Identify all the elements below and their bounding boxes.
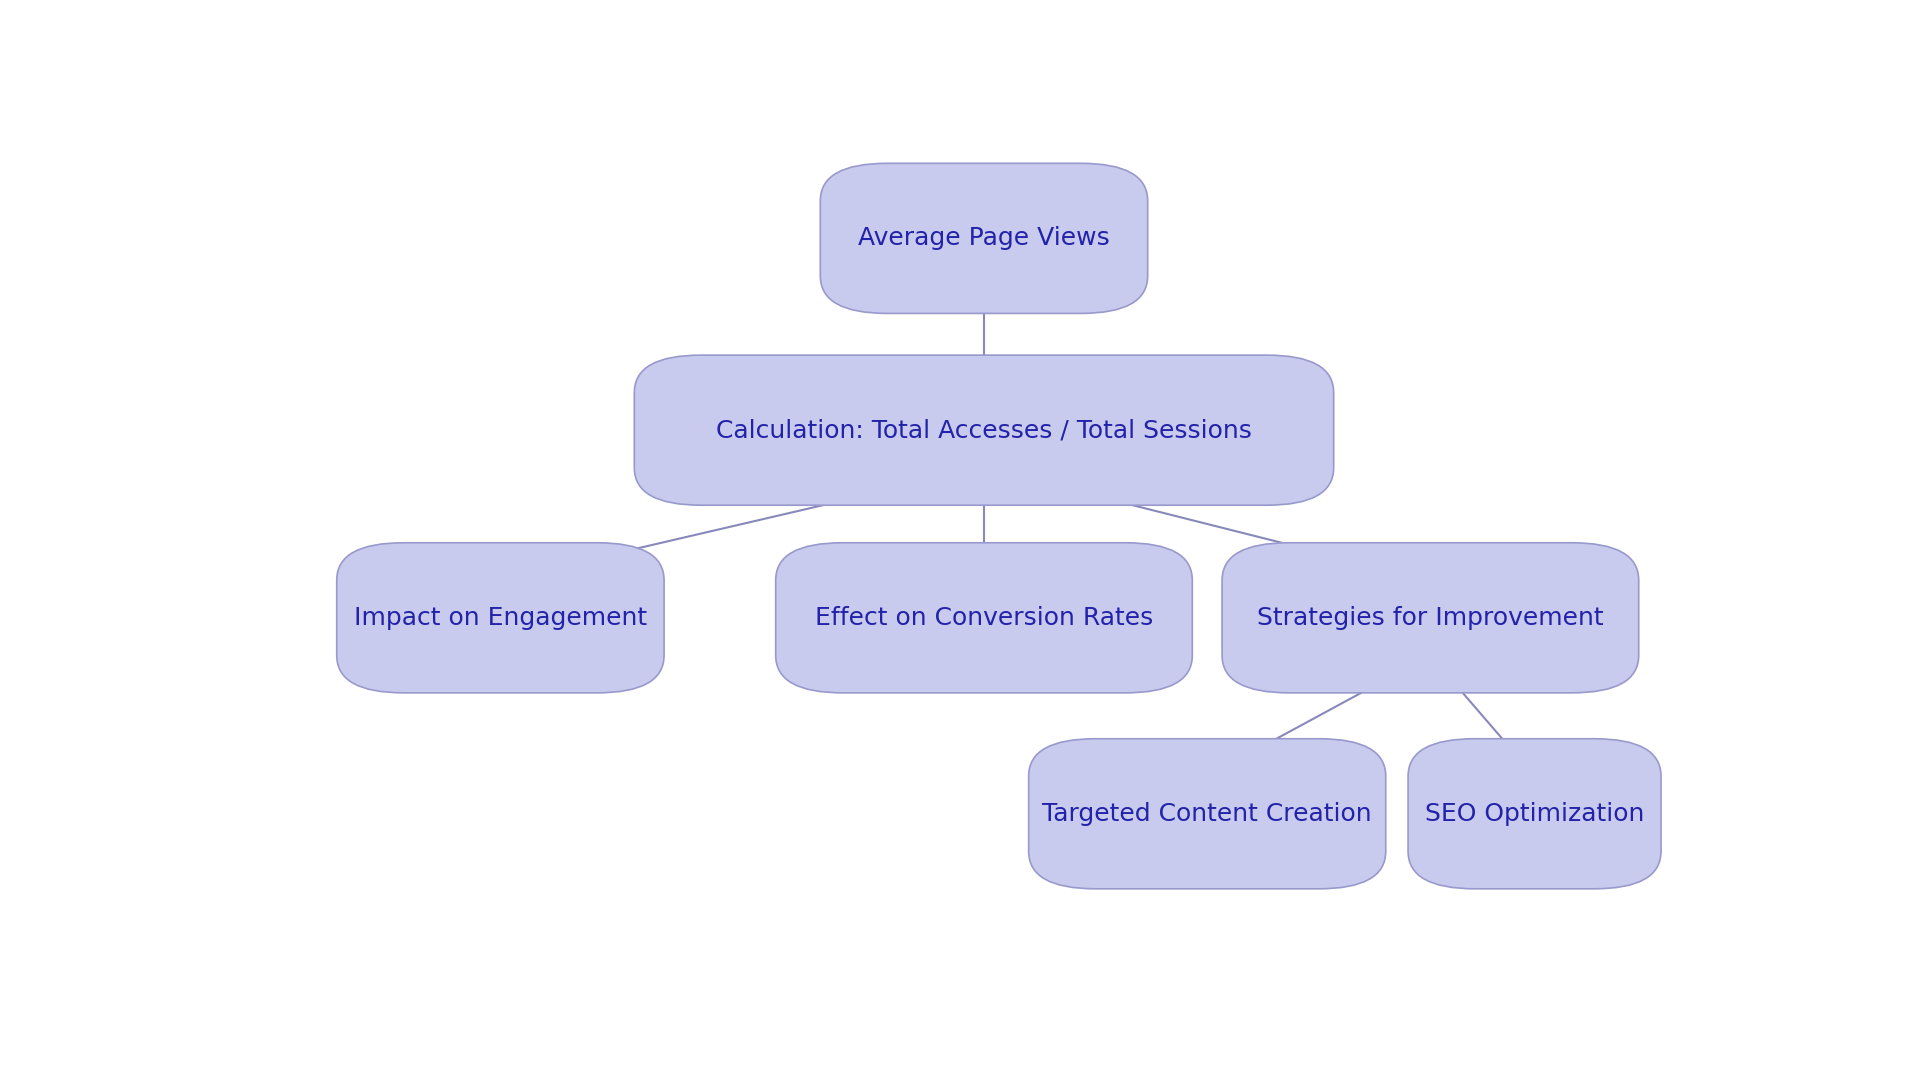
Text: Calculation: Total Accesses / Total Sessions: Calculation: Total Accesses / Total Sess…: [716, 418, 1252, 442]
Text: Effect on Conversion Rates: Effect on Conversion Rates: [814, 605, 1154, 630]
FancyBboxPatch shape: [1407, 739, 1661, 889]
FancyBboxPatch shape: [1029, 739, 1386, 889]
Text: Average Page Views: Average Page Views: [858, 226, 1110, 250]
FancyBboxPatch shape: [336, 543, 664, 693]
FancyBboxPatch shape: [634, 355, 1334, 506]
FancyBboxPatch shape: [820, 164, 1148, 313]
FancyBboxPatch shape: [776, 543, 1192, 693]
Text: Strategies for Improvement: Strategies for Improvement: [1258, 605, 1603, 630]
FancyBboxPatch shape: [1221, 543, 1640, 693]
Text: Targeted Content Creation: Targeted Content Creation: [1043, 801, 1373, 825]
Text: SEO Optimization: SEO Optimization: [1425, 801, 1644, 825]
Text: Impact on Engagement: Impact on Engagement: [353, 605, 647, 630]
